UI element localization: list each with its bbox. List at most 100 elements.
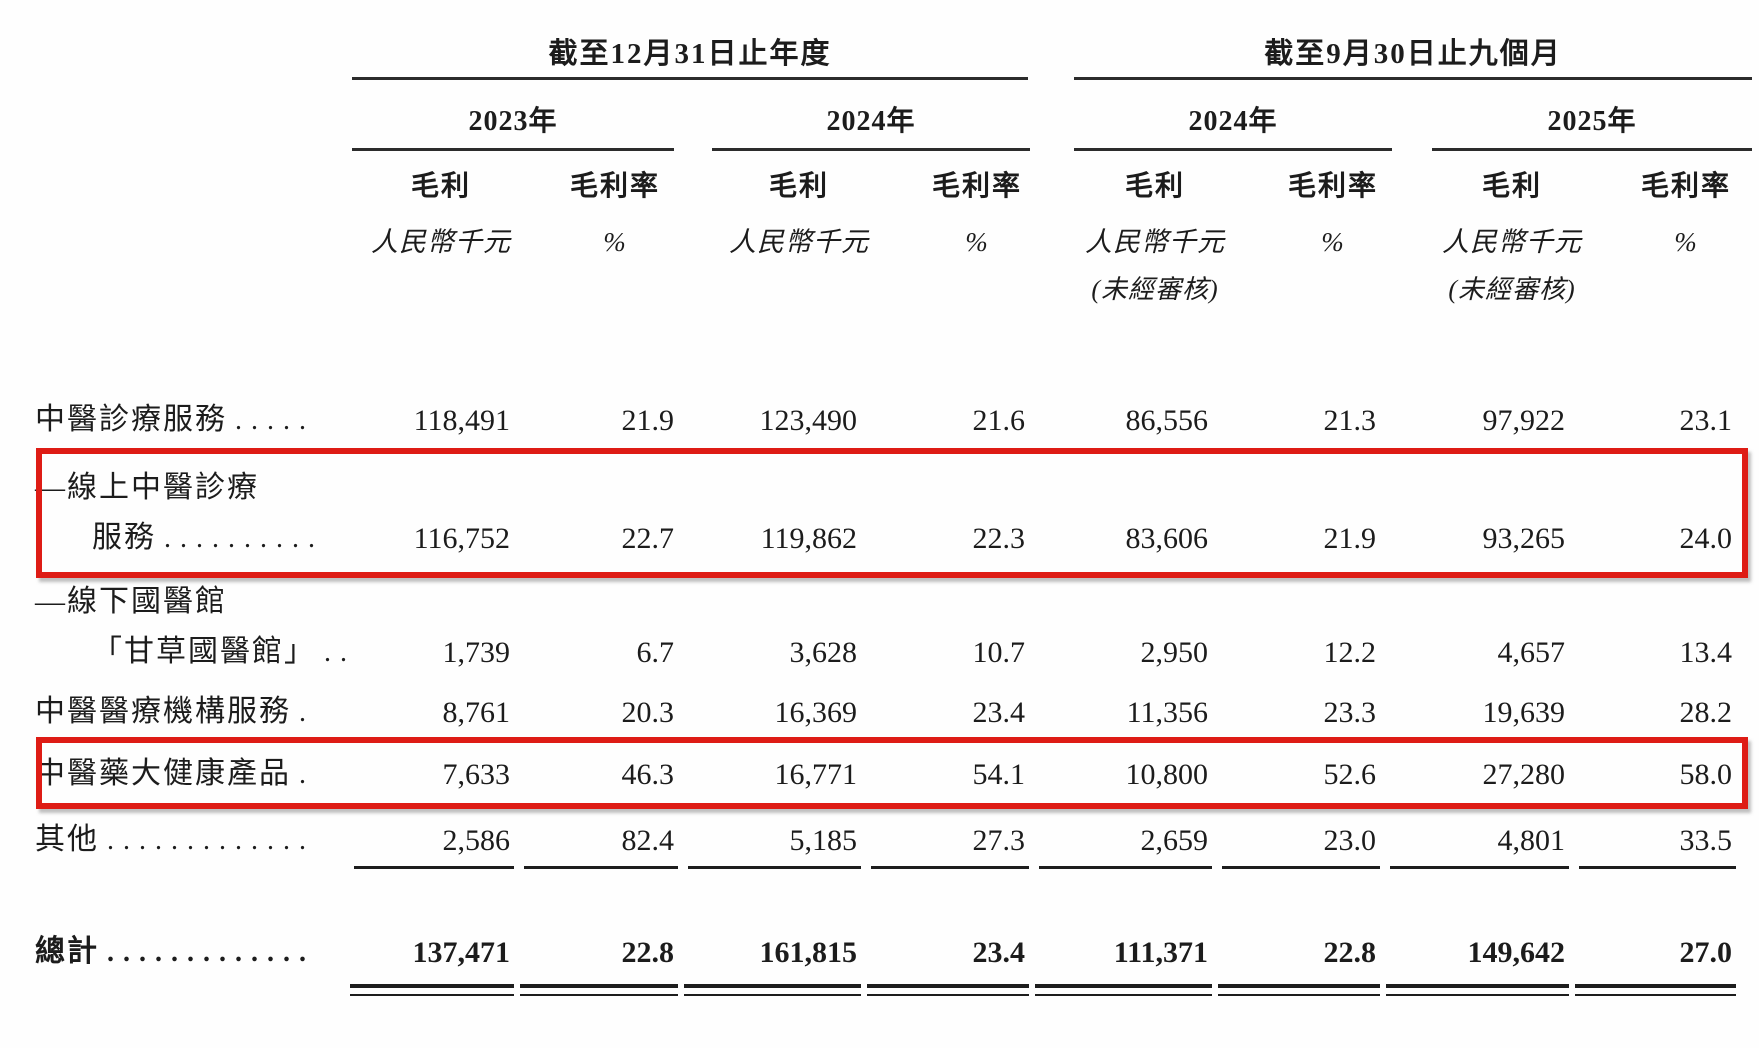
cell-value: 93,265 xyxy=(1482,522,1566,555)
column-header-gp-2024-9m: 毛利 人民幣千元 (未經審核) xyxy=(1085,171,1225,304)
row-label: 中醫診療服務..... xyxy=(35,403,315,436)
cell-value: 10,800 xyxy=(1125,758,1209,791)
cell-value: 11,356 xyxy=(1126,696,1208,729)
cell-value-total: 161,815 xyxy=(674,936,861,996)
column-header-gpm-2025-9m: 毛利率 % xyxy=(1640,171,1732,257)
cell-value: 4,801 xyxy=(1376,824,1569,869)
row-label-total: 總計............. xyxy=(35,935,315,968)
cell-value-total: 22.8 xyxy=(1208,936,1380,996)
cell-value: 7,633 xyxy=(442,758,511,791)
leader-dots: . xyxy=(299,697,315,728)
column-header-gpm-2024: 毛利率 % xyxy=(931,171,1023,257)
table-row-tcm-institution-services: 中醫醫療機構服務. 8,761 20.3 16,369 23.4 11,356 … xyxy=(0,680,1732,742)
leader-dots: ..... xyxy=(235,405,315,436)
cell-value-total: 137,471 xyxy=(340,936,514,996)
cell-value: 82.4 xyxy=(510,824,678,869)
cell-value: 23.1 xyxy=(1679,404,1733,437)
cell-value: 12.2 xyxy=(1323,636,1377,669)
cell-value: 83,606 xyxy=(1125,522,1209,555)
cell-value: 2,586 xyxy=(340,824,514,869)
cell-value: 23.0 xyxy=(1208,824,1380,869)
cell-value: 27.3 xyxy=(857,824,1029,869)
year-rule-2024 xyxy=(712,148,1030,151)
row-gap xyxy=(0,876,1759,920)
row-label: —線上中醫診療 服務.......... xyxy=(35,471,324,554)
column-header-gpm-2024-9m: 毛利率 % xyxy=(1287,171,1379,257)
cell-value: 58.0 xyxy=(1679,758,1733,791)
cell-value: 54.1 xyxy=(972,758,1026,791)
cell-value: 28.2 xyxy=(1679,696,1733,729)
cell-value: 22.3 xyxy=(972,522,1026,555)
table-row-others: 其他............. 2,586 82.4 5,185 27.3 2,… xyxy=(0,808,1736,876)
cell-value: 21.9 xyxy=(621,404,675,437)
group-rule-left xyxy=(352,77,1028,80)
table-row-offline-gancao-clinics: —線下國醫館 「甘草國醫館」.. 1,739 6.7 3,628 10.7 2,… xyxy=(0,578,1732,680)
year-rule-2025-9m xyxy=(1432,148,1752,151)
leader-dots: ............. xyxy=(107,825,315,856)
cell-value: 24.0 xyxy=(1679,522,1733,555)
cell-value: 2,950 xyxy=(1140,636,1209,669)
cell-value: 23.3 xyxy=(1323,696,1377,729)
cell-value: 6.7 xyxy=(636,636,675,669)
column-header-gp-2023: 毛利 人民幣千元 xyxy=(371,171,511,257)
leader-dots: .. xyxy=(324,637,356,668)
cell-value: 116,752 xyxy=(413,522,510,555)
cell-value: 2,659 xyxy=(1025,824,1212,869)
cell-value: 23.4 xyxy=(972,696,1026,729)
cell-value-total: 22.8 xyxy=(510,936,678,996)
row-label: —線下國醫館 「甘草國醫館」.. xyxy=(35,585,356,668)
cell-value: 46.3 xyxy=(621,758,675,791)
cell-value-total: 111,371 xyxy=(1025,936,1212,996)
cell-value: 19,639 xyxy=(1482,696,1566,729)
cell-value: 27,280 xyxy=(1482,758,1566,791)
period-group-title-year-ended: 截至12月31日止年度 xyxy=(548,38,832,70)
cell-value: 21.9 xyxy=(1323,522,1377,555)
cell-value: 97,922 xyxy=(1482,404,1566,437)
cell-value: 123,490 xyxy=(759,404,858,437)
cell-value: 20.3 xyxy=(621,696,675,729)
cell-value: 33.5 xyxy=(1565,824,1736,869)
table-row-tcm-diagnosis-services: 中醫診療服務..... 118,491 21.9 123,490 21.6 86… xyxy=(0,384,1732,452)
cell-value: 8,761 xyxy=(442,696,511,729)
cell-value: 10.7 xyxy=(972,636,1026,669)
year-header-2025-9m: 2025年 xyxy=(1547,106,1637,137)
column-header-gp-2025-9m: 毛利 人民幣千元 (未經審核) xyxy=(1442,171,1582,304)
column-header-gp-2024: 毛利 人民幣千元 xyxy=(729,171,869,257)
row-label: 中醫藥大健康產品. xyxy=(35,757,315,790)
cell-value-total: 23.4 xyxy=(857,936,1029,996)
table-row-online-tcm-services: —線上中醫診療 服務.......... 116,752 22.7 119,86… xyxy=(0,452,1732,578)
year-header-2023: 2023年 xyxy=(468,106,558,137)
cell-value: 13.4 xyxy=(1679,636,1733,669)
period-group-title-nine-months: 截至9月30日止九個月 xyxy=(1264,38,1562,70)
cell-value: 21.6 xyxy=(972,404,1026,437)
column-header-gpm-2023: 毛利率 % xyxy=(569,171,661,257)
cell-value: 86,556 xyxy=(1125,404,1209,437)
row-label: 中醫醫療機構服務. xyxy=(35,695,315,728)
cell-value: 52.6 xyxy=(1323,758,1377,791)
cell-value: 1,739 xyxy=(442,636,511,669)
cell-value: 3,628 xyxy=(789,636,858,669)
cell-value: 16,369 xyxy=(774,696,858,729)
leader-dots: . xyxy=(299,759,315,790)
row-label: 其他............. xyxy=(35,823,315,856)
table-header: 截至12月31日止年度 截至9月30日止九個月 2023年 2024年 2024… xyxy=(0,0,1759,384)
group-rule-right xyxy=(1074,77,1752,80)
table-row-tcm-health-products: 中醫藥大健康產品. 7,633 46.3 16,771 54.1 10,800 … xyxy=(0,742,1732,808)
leader-dots: .......... xyxy=(164,523,324,554)
cell-value-total: 149,642 xyxy=(1376,936,1569,996)
table-row-total: 總計............. 137,471 22.8 161,815 23.… xyxy=(0,920,1736,1000)
cell-value: 4,657 xyxy=(1497,636,1566,669)
year-rule-2024-9m xyxy=(1074,148,1392,151)
cell-value: 22.7 xyxy=(621,522,675,555)
cell-value: 119,862 xyxy=(760,522,857,555)
cell-value-total: 27.0 xyxy=(1565,936,1736,996)
cell-value: 5,185 xyxy=(674,824,861,869)
year-header-2024: 2024年 xyxy=(826,106,916,137)
year-header-2024-9m: 2024年 xyxy=(1188,106,1278,137)
cell-value: 16,771 xyxy=(774,758,858,791)
cell-value: 21.3 xyxy=(1323,404,1377,437)
leader-dots: ............. xyxy=(107,937,315,968)
year-rule-2023 xyxy=(352,148,674,151)
cell-value: 118,491 xyxy=(413,404,510,437)
